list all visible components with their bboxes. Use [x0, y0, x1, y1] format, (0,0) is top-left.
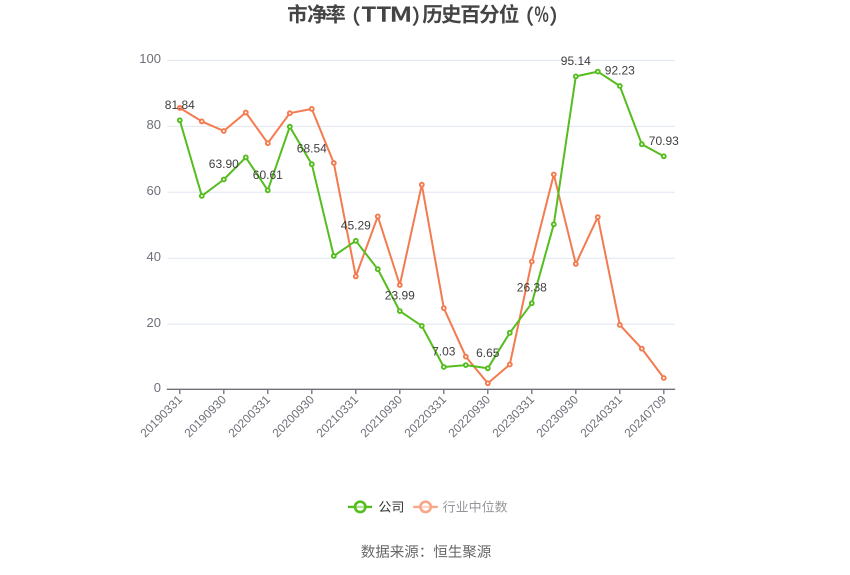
svg-text:100: 100 [139, 51, 161, 66]
svg-text:68.54: 68.54 [297, 142, 327, 156]
svg-text:70.93: 70.93 [649, 134, 679, 148]
svg-text:81.84: 81.84 [165, 98, 195, 112]
svg-text:60.61: 60.61 [253, 168, 283, 182]
svg-text:23.99: 23.99 [385, 289, 415, 303]
svg-text:92.23: 92.23 [605, 64, 635, 78]
svg-text:80: 80 [147, 117, 161, 132]
svg-text:95.14: 95.14 [561, 54, 591, 68]
svg-text:0: 0 [154, 380, 161, 395]
svg-text:26.38: 26.38 [517, 281, 547, 295]
svg-text:40: 40 [147, 249, 161, 264]
svg-text:45.29: 45.29 [341, 218, 371, 232]
svg-text:60: 60 [147, 183, 161, 198]
svg-text:6.65: 6.65 [476, 346, 500, 360]
svg-text:20: 20 [147, 315, 161, 330]
svg-text:7.03: 7.03 [432, 345, 456, 359]
svg-text:63.90: 63.90 [209, 157, 239, 171]
